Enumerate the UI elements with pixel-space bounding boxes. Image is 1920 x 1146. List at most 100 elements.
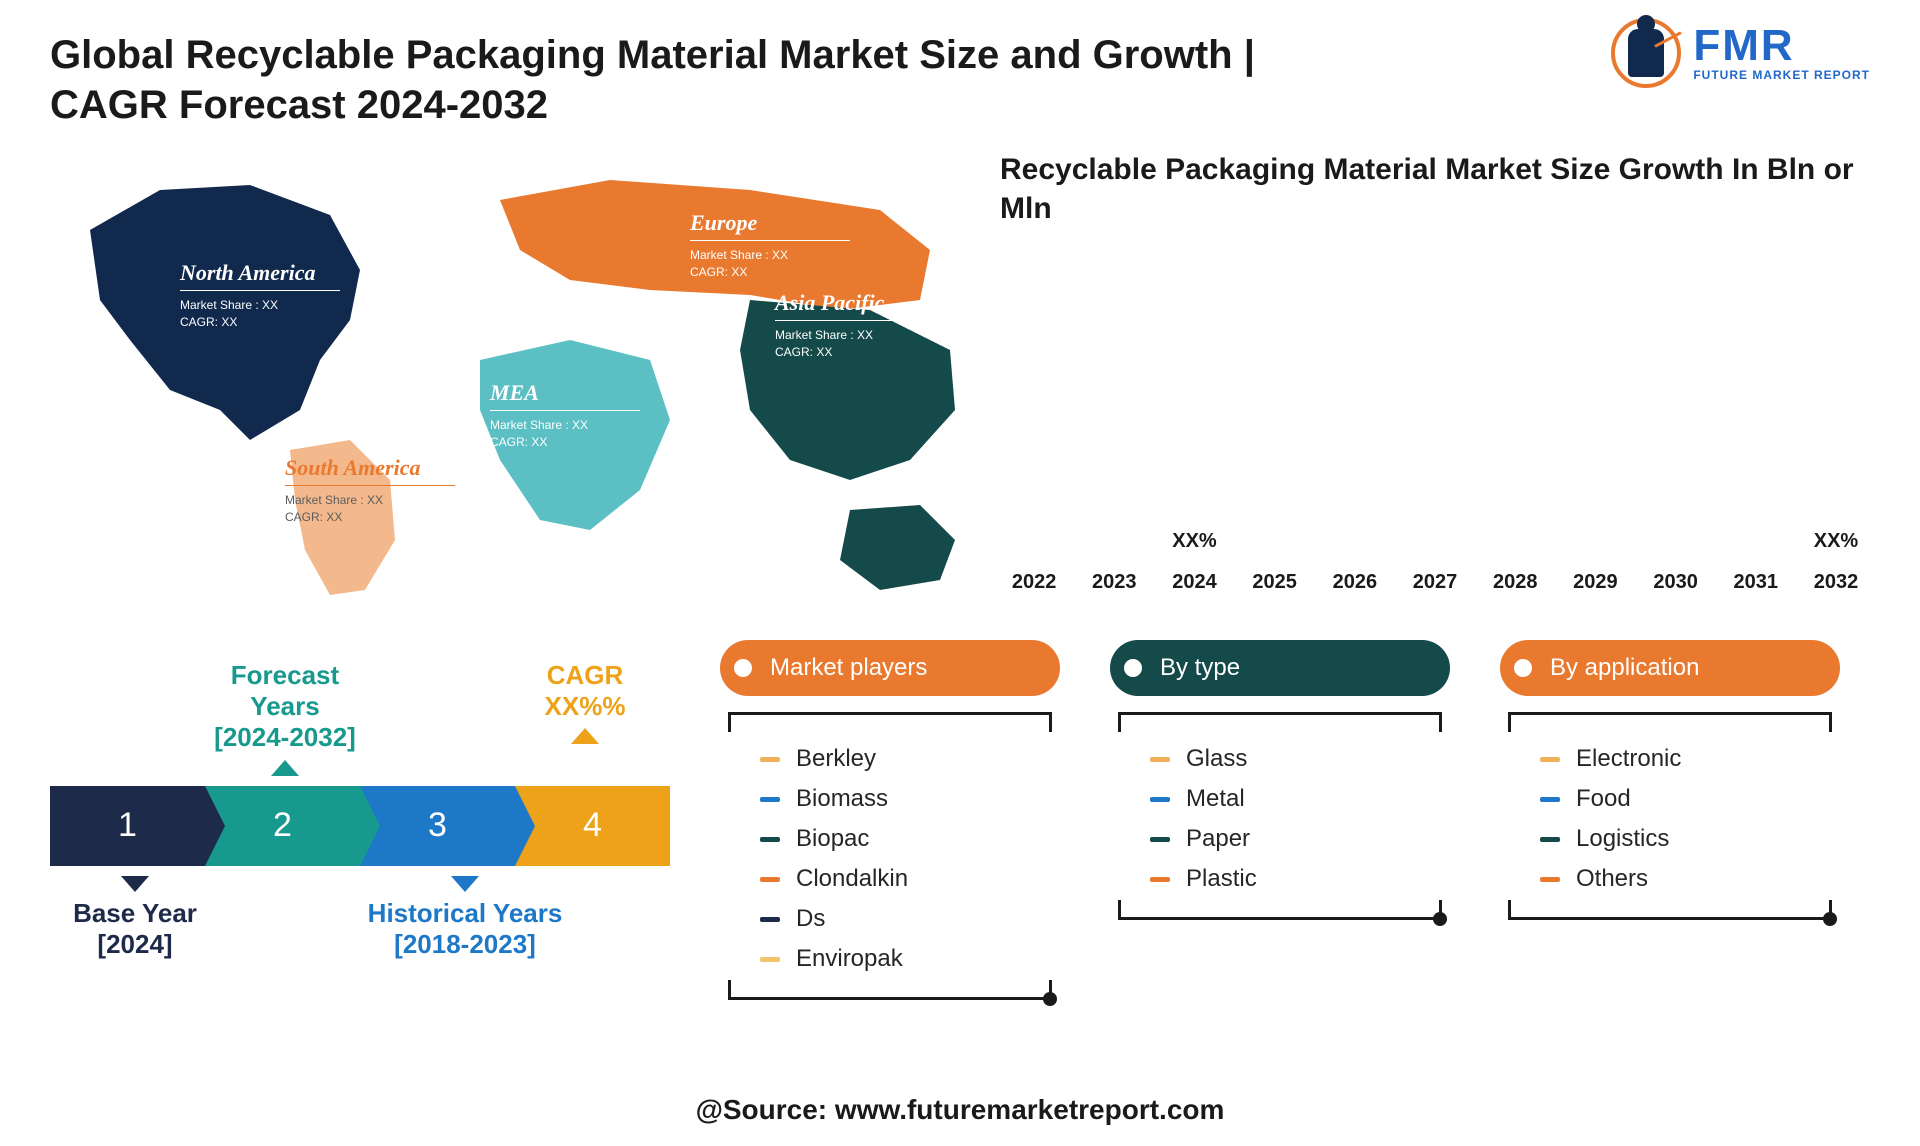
pill-market-players: Market players <box>720 640 1060 696</box>
tick-icon <box>1540 797 1560 802</box>
tick-icon <box>1150 837 1170 842</box>
list-item-label: Paper <box>1186 825 1250 853</box>
bracket-icon <box>1508 917 1832 920</box>
list-item-label: Biopac <box>796 825 869 853</box>
pill-by-type: By type <box>1110 640 1450 696</box>
source-attribution: @Source: www.futuremarketreport.com <box>0 1094 1920 1126</box>
list-item-label: Electronic <box>1576 745 1681 773</box>
tick-icon <box>1540 757 1560 762</box>
category-market-players: Market players Berkley Biomass Biopac Clond… <box>720 640 1060 1000</box>
list-item: Enviropak <box>760 939 1060 979</box>
list-item-label: Food <box>1576 785 1631 813</box>
timeline-seg-4: 4 <box>515 786 670 866</box>
base-year-label: Base Year [2024] <box>60 876 210 960</box>
list-item: Glass <box>1150 739 1450 779</box>
pill-by-application: By application <box>1500 640 1840 696</box>
bar-year-label: 2030 <box>1653 571 1698 594</box>
list-item-label: Others <box>1576 865 1648 893</box>
list-item: Food <box>1540 779 1840 819</box>
category-by-application: By application Electronic Food Logistics Ot… <box>1500 640 1840 920</box>
list-market-players: Berkley Biomass Biopac Clondalkin Ds Enviropa… <box>720 715 1060 979</box>
list-item: Electronic <box>1540 739 1840 779</box>
bar-year-label: 2026 <box>1333 571 1378 594</box>
bracket-icon <box>1118 917 1442 920</box>
tick-icon <box>1150 757 1170 762</box>
tick-icon <box>760 837 780 842</box>
bar-annotation: XX% <box>1814 530 1858 553</box>
list-item-label: Metal <box>1186 785 1245 813</box>
tick-icon <box>1150 797 1170 802</box>
timeline-seg-1: 1 <box>50 786 205 866</box>
bar-year-label: 2032 <box>1814 571 1859 594</box>
forecast-years-label: Forecast Years [2024-2032] <box>210 660 360 776</box>
list-item: Plastic <box>1150 859 1450 899</box>
infographic-root: Global Recyclable Packaging Material Mar… <box>0 0 1920 1146</box>
bracket-icon <box>728 712 1052 715</box>
region-australia <box>840 505 955 590</box>
category-by-type: By type Glass Metal Paper Plastic <box>1110 640 1450 920</box>
list-item-label: Biomass <box>796 785 888 813</box>
study-timeline: Forecast Years [2024-2032] CAGR XX%% 1 2… <box>50 660 670 960</box>
list-item-label: Enviropak <box>796 945 903 973</box>
arrow-down-icon <box>451 876 479 892</box>
historical-years-label: Historical Years [2018-2023] <box>360 876 570 960</box>
label-south-america: South America Market Share : XX CAGR: XX <box>285 455 455 526</box>
list-item-label: Logistics <box>1576 825 1669 853</box>
arrow-up-icon <box>571 728 599 744</box>
world-map: North America Market Share : XX CAGR: XX… <box>50 160 980 600</box>
bar-annotation: XX% <box>1172 530 1216 553</box>
label-asia-pacific: Asia Pacific Market Share : XX CAGR: XX <box>775 290 935 361</box>
bar-year-label: 2029 <box>1573 571 1618 594</box>
label-north-america: North America Market Share : XX CAGR: XX <box>180 260 340 331</box>
bar-year-label: 2027 <box>1413 571 1458 594</box>
timeline-seg-3: 3 <box>360 786 515 866</box>
list-item: Berkley <box>760 739 1060 779</box>
tick-icon <box>1150 877 1170 882</box>
tick-icon <box>760 797 780 802</box>
brand-logo: FMR FUTURE MARKET REPORT <box>1611 18 1870 88</box>
list-item: Paper <box>1150 819 1450 859</box>
arrow-up-icon <box>271 760 299 776</box>
logo-text: FMR FUTURE MARKET REPORT <box>1693 24 1870 82</box>
dot-icon <box>734 659 752 677</box>
growth-bar-chart: Recyclable Packaging Material Market Siz… <box>1000 150 1870 600</box>
logo-brand: FMR <box>1693 24 1870 68</box>
list-item: Logistics <box>1540 819 1840 859</box>
list-by-type: Glass Metal Paper Plastic <box>1110 715 1450 899</box>
dot-icon <box>1124 659 1142 677</box>
tick-icon <box>760 877 780 882</box>
bar-year-label: 2031 <box>1734 571 1779 594</box>
label-europe: Europe Market Share : XX CAGR: XX <box>690 210 850 281</box>
list-item-label: Plastic <box>1186 865 1257 893</box>
list-item-label: Ds <box>796 905 825 933</box>
bar-year-label: 2023 <box>1092 571 1137 594</box>
list-item-label: Glass <box>1186 745 1247 773</box>
bracket-icon <box>1508 712 1832 715</box>
cagr-label: CAGR XX%% <box>510 660 660 776</box>
page-title: Global Recyclable Packaging Material Mar… <box>50 30 1350 130</box>
bar-year-label: 2025 <box>1252 571 1297 594</box>
list-item: Ds <box>760 899 1060 939</box>
timeline-bar: 1 2 3 4 <box>50 786 670 866</box>
list-item-label: Clondalkin <box>796 865 908 893</box>
chart-title: Recyclable Packaging Material Market Siz… <box>1000 150 1870 228</box>
bracket-icon <box>1118 712 1442 715</box>
dot-icon <box>1514 659 1532 677</box>
list-item: Metal <box>1150 779 1450 819</box>
arrow-down-icon <box>121 876 149 892</box>
list-item-label: Berkley <box>796 745 876 773</box>
timeline-seg-2: 2 <box>205 786 360 866</box>
list-item: Biomass <box>760 779 1060 819</box>
tick-icon <box>760 957 780 962</box>
tick-icon <box>1540 837 1560 842</box>
list-by-application: Electronic Food Logistics Others <box>1500 715 1840 899</box>
bracket-icon <box>728 997 1052 1000</box>
list-item: Clondalkin <box>760 859 1060 899</box>
list-item: Others <box>1540 859 1840 899</box>
logo-icon <box>1611 18 1681 88</box>
tick-icon <box>1540 877 1560 882</box>
bar-year-label: 2028 <box>1493 571 1538 594</box>
list-item: Biopac <box>760 819 1060 859</box>
tick-icon <box>760 917 780 922</box>
label-mea: MEA Market Share : XX CAGR: XX <box>490 380 640 451</box>
